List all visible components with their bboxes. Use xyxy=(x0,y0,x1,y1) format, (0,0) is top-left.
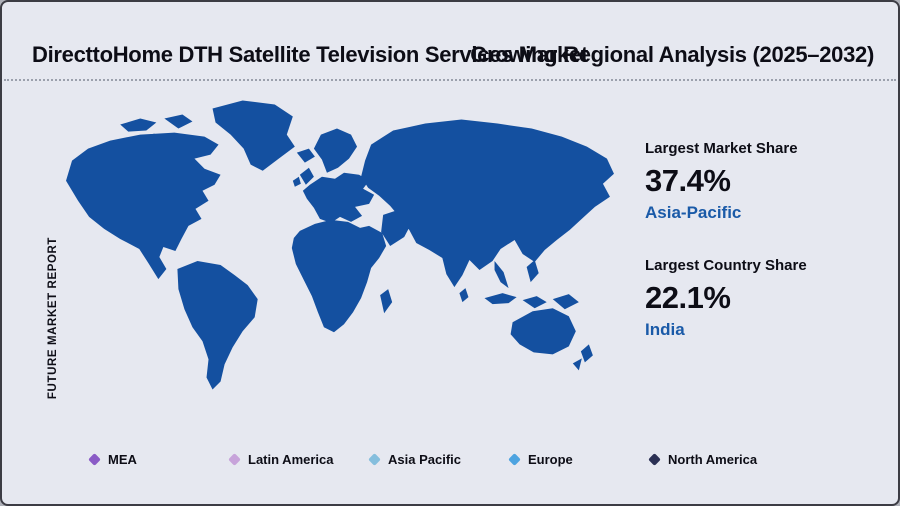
legend-label: Europe xyxy=(528,451,573,467)
legend-item-latin-america: Latin America xyxy=(228,449,334,469)
stat-value: 22.1% xyxy=(645,280,731,315)
page-title-left: DirecttoHome DTH Satellite Television Se… xyxy=(32,42,588,67)
world-landmass xyxy=(66,100,614,390)
stat-label: Largest Country Share xyxy=(645,257,807,274)
legend-swatch-diamond xyxy=(508,452,521,466)
world-map xyxy=(62,88,624,420)
stats-panel: Largest Market Share 37.4% Asia-Pacific … xyxy=(645,140,885,340)
stat-largest-country-share: Largest Country Share 22.1% India xyxy=(645,257,885,340)
title-band: DirecttoHome DTH Satellite Television Se… xyxy=(2,2,898,81)
legend-item-north-america: North America xyxy=(648,449,758,469)
legend-label: Asia Pacific xyxy=(388,451,461,467)
legend-label: MEA xyxy=(108,451,137,467)
legend-swatch-diamond xyxy=(228,452,241,466)
legend-item-asia-pacific: Asia Pacific xyxy=(368,449,461,469)
legend-swatch-diamond xyxy=(648,452,661,466)
stat-largest-market-share: Largest Market Share 37.4% Asia-Pacific xyxy=(645,140,885,223)
page-title-right: Growing Regional Analysis (2025–2032) xyxy=(470,42,874,67)
stat-region: India xyxy=(645,320,685,339)
stat-value: 37.4% xyxy=(645,163,731,198)
legend-item-mea: MEA xyxy=(88,449,137,469)
world-map-svg xyxy=(66,100,614,390)
legend-swatch-diamond xyxy=(88,452,101,466)
region-legend: MEA Latin America Asia Pacific Europe No… xyxy=(2,449,900,471)
title-separator xyxy=(4,79,896,81)
legend-item-europe: Europe xyxy=(508,449,573,469)
legend-swatch-diamond xyxy=(368,452,381,466)
stat-region: Asia-Pacific xyxy=(645,203,742,222)
brand-watermark: FUTURE MARKET REPORT xyxy=(47,236,59,400)
legend-label: North America xyxy=(668,451,758,467)
legend-label: Latin America xyxy=(248,451,334,467)
stat-label: Largest Market Share xyxy=(645,140,798,157)
